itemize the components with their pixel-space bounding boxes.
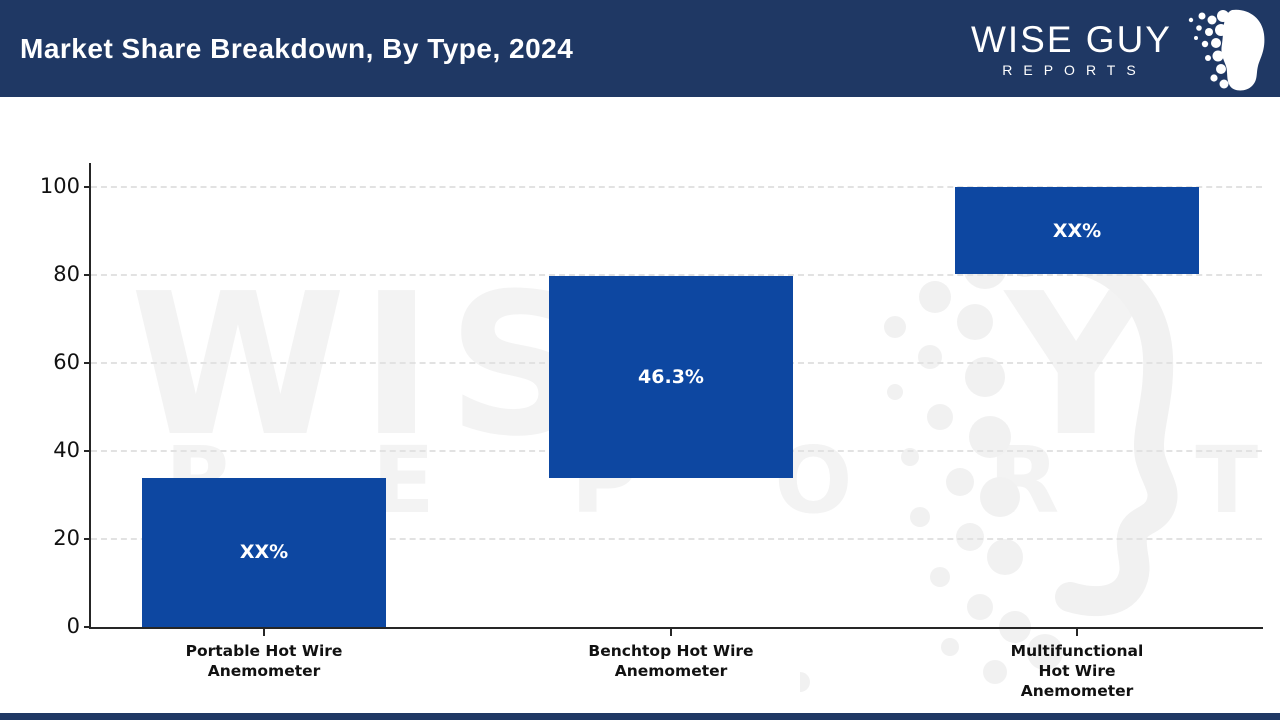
bar-segment: XX% [955,187,1199,275]
brand-face-icon [1188,9,1265,90]
y-axis-line [89,163,91,629]
y-tick [84,626,91,628]
bar-value-label: 46.3% [638,365,704,388]
y-tick [84,362,91,364]
y-tick [84,186,91,188]
x-category-label: Multifunctional Hot Wire Anemometer [1010,642,1144,700]
brand-logo-text: WISE GUY REPORTS [971,21,1172,77]
y-tick-label: 20 [53,526,80,550]
bar-value-label: XX% [239,541,289,564]
bar-segment: XX% [142,477,386,627]
x-axis-line [89,627,1263,629]
bar-value-label: XX% [1052,219,1102,242]
x-tick [1076,629,1078,636]
x-category-label: Portable Hot Wire Anemometer [185,642,343,680]
y-tick-label: 0 [66,614,80,638]
x-tick [263,629,265,636]
y-tick-label: 100 [39,174,80,198]
y-tick-label: 40 [53,438,80,462]
page-title: Market Share Breakdown, By Type, 2024 [20,32,574,64]
y-tick [84,274,91,276]
gridline [91,538,1262,540]
y-tick-label: 60 [53,350,80,374]
y-tick [84,538,91,540]
footer-accent-bar [0,713,1280,720]
y-tick-label: 80 [53,262,80,286]
x-tick [670,629,672,636]
brand-subname: REPORTS [1002,61,1147,78]
x-category-label: Benchtop Hot Wire Anemometer [588,642,754,680]
bar-segment: 46.3% [549,275,793,478]
y-tick [84,450,91,452]
brand-name: WISE GUY [970,18,1172,60]
gridline [91,186,1262,188]
gridline [91,274,1262,276]
header-bar: Market Share Breakdown, By Type, 2024 WI… [0,0,1280,97]
brand-logo: WISE GUY REPORTS [971,6,1280,92]
